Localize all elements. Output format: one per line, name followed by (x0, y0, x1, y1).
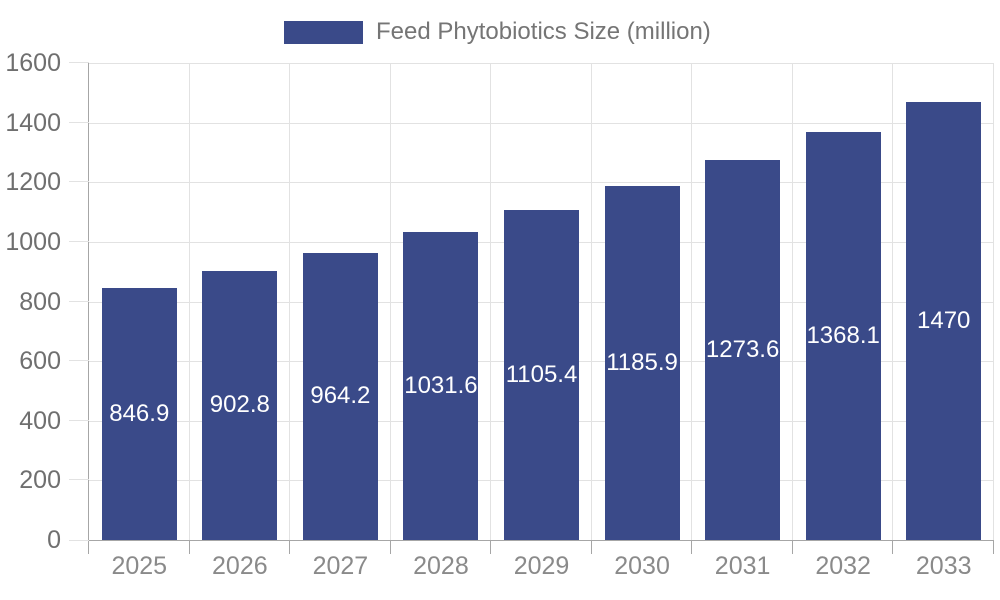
y-axis-tick (69, 300, 89, 302)
v-gridline (691, 63, 693, 540)
x-axis-tick (188, 541, 190, 554)
bar-value-label: 846.9 (109, 399, 170, 427)
v-gridline (892, 63, 894, 540)
bar[interactable]: 846.9 (101, 287, 177, 540)
v-gridline (188, 63, 190, 540)
legend-swatch (284, 20, 363, 44)
bar-value-label: 1185.9 (606, 349, 678, 377)
y-axis-tick (69, 419, 89, 421)
bar[interactable]: 1470 (906, 101, 982, 540)
y-axis-tick (69, 479, 89, 481)
x-axis-tick (691, 541, 693, 554)
x-axis-tick (892, 541, 894, 554)
y-tick-label: 600 (19, 347, 61, 376)
h-gridline (89, 122, 994, 124)
v-gridline (490, 63, 492, 540)
bar-value-label: 1273.6 (705, 336, 780, 364)
bar[interactable]: 1031.6 (403, 232, 479, 540)
y-axis-tick (69, 540, 89, 541)
legend-item[interactable]: Feed Phytobiotics Size (million) (284, 18, 711, 46)
y-tick-label: 0 (47, 526, 61, 554)
y-axis-tick (69, 181, 89, 183)
plot-area: 0 200 400 600 800 1000 1200 1400 1600 846.9 2025 9… (5, 49, 994, 580)
y-tick-label: 1600 (5, 49, 61, 77)
bar-value-label: 1105.4 (505, 361, 578, 389)
bar-value-label: 964.2 (310, 382, 371, 410)
x-tick-label: 2029 (513, 552, 570, 580)
h-gridline (89, 182, 994, 184)
x-tick-label: 2030 (614, 552, 670, 580)
y-axis-tick (69, 360, 89, 362)
h-gridline (89, 63, 994, 64)
v-gridline (791, 63, 793, 540)
x-axis-tick (389, 541, 391, 554)
bar-value-label: 902.8 (209, 391, 270, 419)
y-axis-tick (69, 240, 89, 242)
v-gridline (590, 63, 592, 540)
x-axis-tick (791, 541, 793, 554)
bar[interactable]: 1185.9 (604, 186, 680, 540)
x-axis-tick (88, 541, 89, 554)
v-gridline (389, 63, 391, 540)
v-gridline (289, 63, 291, 540)
y-tick-label: 200 (19, 466, 61, 495)
x-axis-tick (289, 541, 291, 554)
bar[interactable]: 902.8 (202, 270, 278, 540)
x-axis-tick (490, 541, 492, 554)
v-gridline (993, 63, 994, 540)
x-tick-label: 2033 (915, 552, 972, 580)
x-axis-tick (590, 541, 592, 554)
x-tick-label: 2027 (312, 552, 369, 580)
x-axis-tick (993, 541, 994, 554)
y-axis-labels: 0 200 400 600 800 1000 1200 1400 1600 (0, 49, 61, 554)
x-tick-label: 2032 (815, 552, 871, 580)
bar-value-label: 1031.6 (404, 372, 478, 400)
y-tick-label: 1200 (5, 168, 61, 197)
x-tick-label: 2031 (714, 552, 771, 580)
x-tick-label: 2028 (413, 552, 469, 580)
bar[interactable]: 1368.1 (805, 132, 881, 540)
bar-value-label: 1368.1 (806, 322, 880, 350)
bar[interactable]: 1105.4 (504, 210, 579, 540)
y-tick-label: 1000 (5, 227, 61, 256)
legend-label: Feed Phytobiotics Size (million) (376, 18, 711, 45)
y-tick-label: 400 (19, 406, 61, 435)
y-axis-tick (69, 62, 89, 63)
x-tick-label: 2025 (111, 552, 168, 580)
bar[interactable]: 964.2 (302, 252, 378, 540)
bar-value-label: 1470 (917, 306, 971, 334)
x-tick-label: 2026 (212, 552, 268, 580)
y-tick-label: 800 (19, 287, 61, 316)
y-axis-tick (69, 121, 89, 123)
bar[interactable]: 1273.6 (705, 160, 781, 540)
y-tick-label: 1400 (5, 108, 61, 137)
